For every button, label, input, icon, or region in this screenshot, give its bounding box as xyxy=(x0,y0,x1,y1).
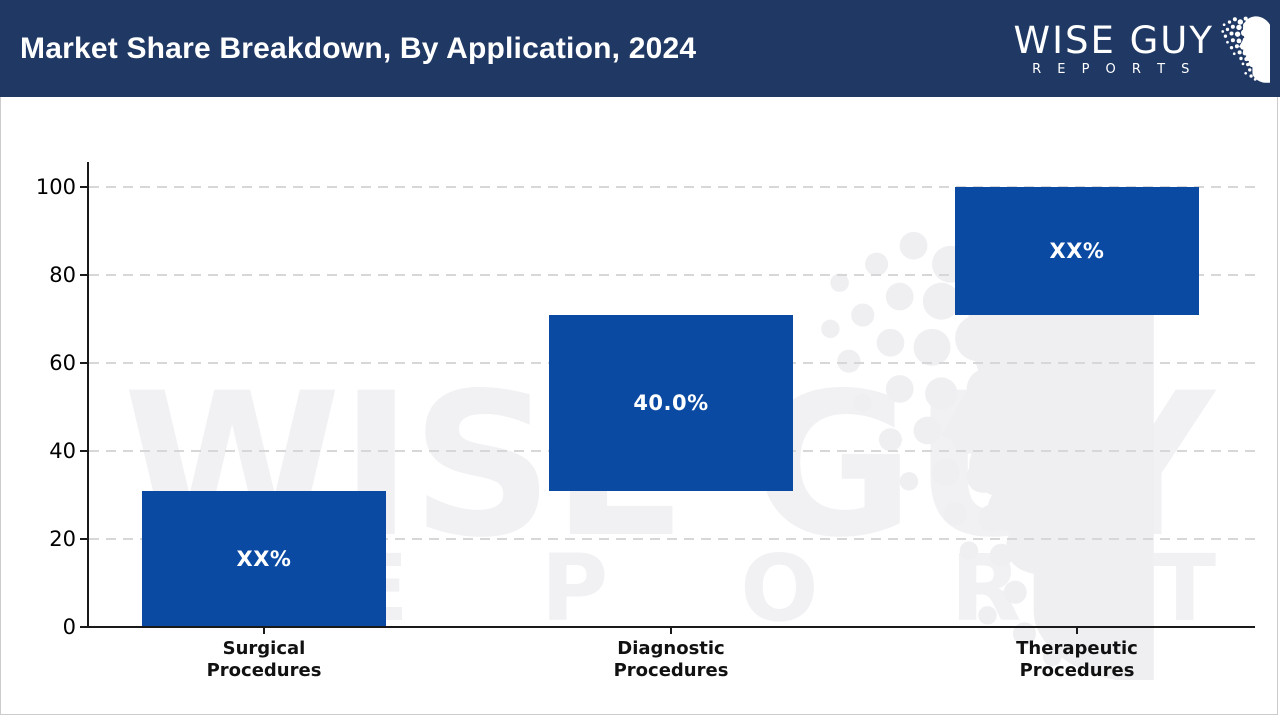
x-tick-mark xyxy=(1076,628,1078,634)
y-axis-line xyxy=(87,162,89,628)
y-tick-label: 60 xyxy=(49,351,76,375)
page-title: Market Share Breakdown, By Application, … xyxy=(20,31,697,65)
x-tick-mark xyxy=(670,628,672,634)
y-tick-mark xyxy=(80,362,87,364)
header-bar: Market Share Breakdown, By Application, … xyxy=(0,0,1280,97)
y-tick-label: 0 xyxy=(62,615,76,639)
y-tick-mark xyxy=(80,450,87,452)
y-tick-mark xyxy=(80,626,87,628)
bar-diagnostic-procedures: 40.0% xyxy=(549,314,793,491)
y-tick-label: 100 xyxy=(35,175,76,199)
x-axis-line xyxy=(87,626,1255,628)
x-tick-mark xyxy=(263,628,265,634)
gridline-y20 xyxy=(89,538,1255,540)
bar-value-label: 40.0% xyxy=(633,390,709,415)
x-axis-category-label: Therapeutic Procedures xyxy=(1016,638,1138,681)
y-tick-mark xyxy=(80,538,87,540)
y-tick-label: 40 xyxy=(49,439,76,463)
gridline-y100 xyxy=(89,186,1255,188)
brand-logo: WISE GUY R E P O R T S xyxy=(1014,13,1280,85)
x-axis-category-label: Surgical Procedures xyxy=(206,638,322,681)
y-tick-mark xyxy=(80,274,87,276)
bar-therapeutic-procedures: XX% xyxy=(955,187,1199,315)
brand-name: WISE GUY xyxy=(1013,18,1214,62)
y-tick-mark xyxy=(80,186,87,188)
bar-surgical-procedures: XX% xyxy=(142,490,386,627)
bar-value-label: XX% xyxy=(1049,238,1105,263)
y-tick-label: 20 xyxy=(49,527,76,551)
gridline-y80 xyxy=(89,274,1255,276)
brand-logo-text: WISE GUY R E P O R T S xyxy=(1013,18,1214,77)
brand-subname: R E P O R T S xyxy=(1032,61,1196,77)
y-tick-label: 80 xyxy=(49,263,76,287)
bar-value-label: XX% xyxy=(236,546,292,571)
x-axis-category-label: Diagnostic Procedures xyxy=(613,638,729,681)
